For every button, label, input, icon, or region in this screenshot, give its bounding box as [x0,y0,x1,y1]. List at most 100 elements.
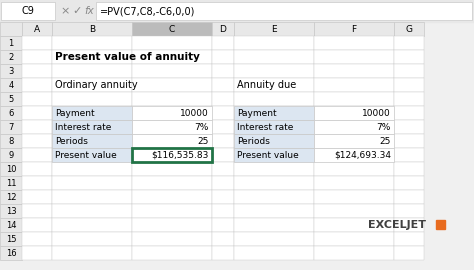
Bar [0,120,22,134]
Text: 25: 25 [380,137,391,146]
Bar [212,190,234,204]
Bar [22,190,52,204]
Bar [132,50,212,64]
Bar [132,148,212,162]
Text: Present value of annuity: Present value of annuity [55,52,200,62]
Bar [314,78,394,92]
Bar [132,162,212,176]
Bar [394,64,424,78]
Bar [22,78,52,92]
Bar [52,246,132,260]
Bar [212,36,234,50]
Bar [234,190,314,204]
Bar [22,22,52,36]
Bar [314,204,394,218]
Bar [212,50,234,64]
Bar [0,0,474,22]
Bar [52,176,132,190]
Bar [52,22,132,36]
Bar [394,36,424,50]
Bar [234,218,314,232]
Bar [0,78,22,92]
Text: 16: 16 [6,248,16,258]
Bar [314,106,394,120]
Bar [234,22,314,36]
Text: Interest rate: Interest rate [237,123,293,131]
Bar [394,120,424,134]
Text: Payment: Payment [55,109,95,117]
Text: Present value: Present value [237,150,299,160]
Bar [52,78,132,92]
Bar [314,148,394,162]
Bar [22,106,52,120]
Text: B: B [89,25,95,33]
Bar [234,50,314,64]
Bar [0,148,22,162]
Bar [234,232,314,246]
Text: 15: 15 [6,235,16,244]
Bar [0,232,22,246]
Bar [234,120,314,134]
Bar [132,148,212,162]
Bar [22,64,52,78]
Bar [0,64,22,78]
Text: $124,693.34: $124,693.34 [334,150,391,160]
Bar [22,50,52,64]
Text: 14: 14 [6,221,16,229]
Text: ✓: ✓ [73,6,82,16]
Bar [0,204,22,218]
Bar [212,176,234,190]
Bar [212,162,234,176]
Text: 11: 11 [6,178,16,187]
Text: 2: 2 [9,52,14,62]
Bar [314,36,394,50]
Bar [0,176,22,190]
Bar [52,120,132,134]
Bar [394,176,424,190]
Bar [314,120,394,134]
Bar [394,22,424,36]
Text: 4: 4 [9,80,14,89]
Bar [394,134,424,148]
Text: =PV(C7,C8,-C6,0,0): =PV(C7,C8,-C6,0,0) [100,6,195,16]
Bar [22,36,52,50]
Bar [234,148,314,162]
Text: G: G [405,25,412,33]
Text: Ordinary annuity: Ordinary annuity [55,80,137,90]
Text: fx: fx [84,6,94,16]
Text: 6: 6 [9,109,14,117]
Text: F: F [351,25,356,33]
Text: 10: 10 [6,164,16,174]
Text: 7%: 7% [377,123,391,131]
Bar [0,106,22,120]
Bar [132,78,212,92]
Text: ×: × [60,6,70,16]
Text: 9: 9 [9,150,14,160]
Bar [52,106,132,120]
Text: C9: C9 [21,6,35,16]
Bar [132,218,212,232]
Bar [52,134,132,148]
Bar [234,36,314,50]
Bar [394,204,424,218]
Bar [52,148,132,162]
Bar [314,232,394,246]
Bar [52,64,132,78]
Bar [234,176,314,190]
Text: D: D [219,25,227,33]
Bar [52,134,132,148]
Text: $116,535.83: $116,535.83 [152,150,209,160]
Bar [132,134,212,148]
Bar [212,22,234,36]
Bar [394,218,424,232]
Bar [132,134,212,148]
Bar [234,134,314,148]
Bar [212,232,234,246]
Bar [234,106,314,120]
Text: C: C [169,25,175,33]
Bar [212,92,234,106]
Bar [394,50,424,64]
Bar [394,148,424,162]
Bar [0,190,22,204]
Bar [52,36,132,50]
